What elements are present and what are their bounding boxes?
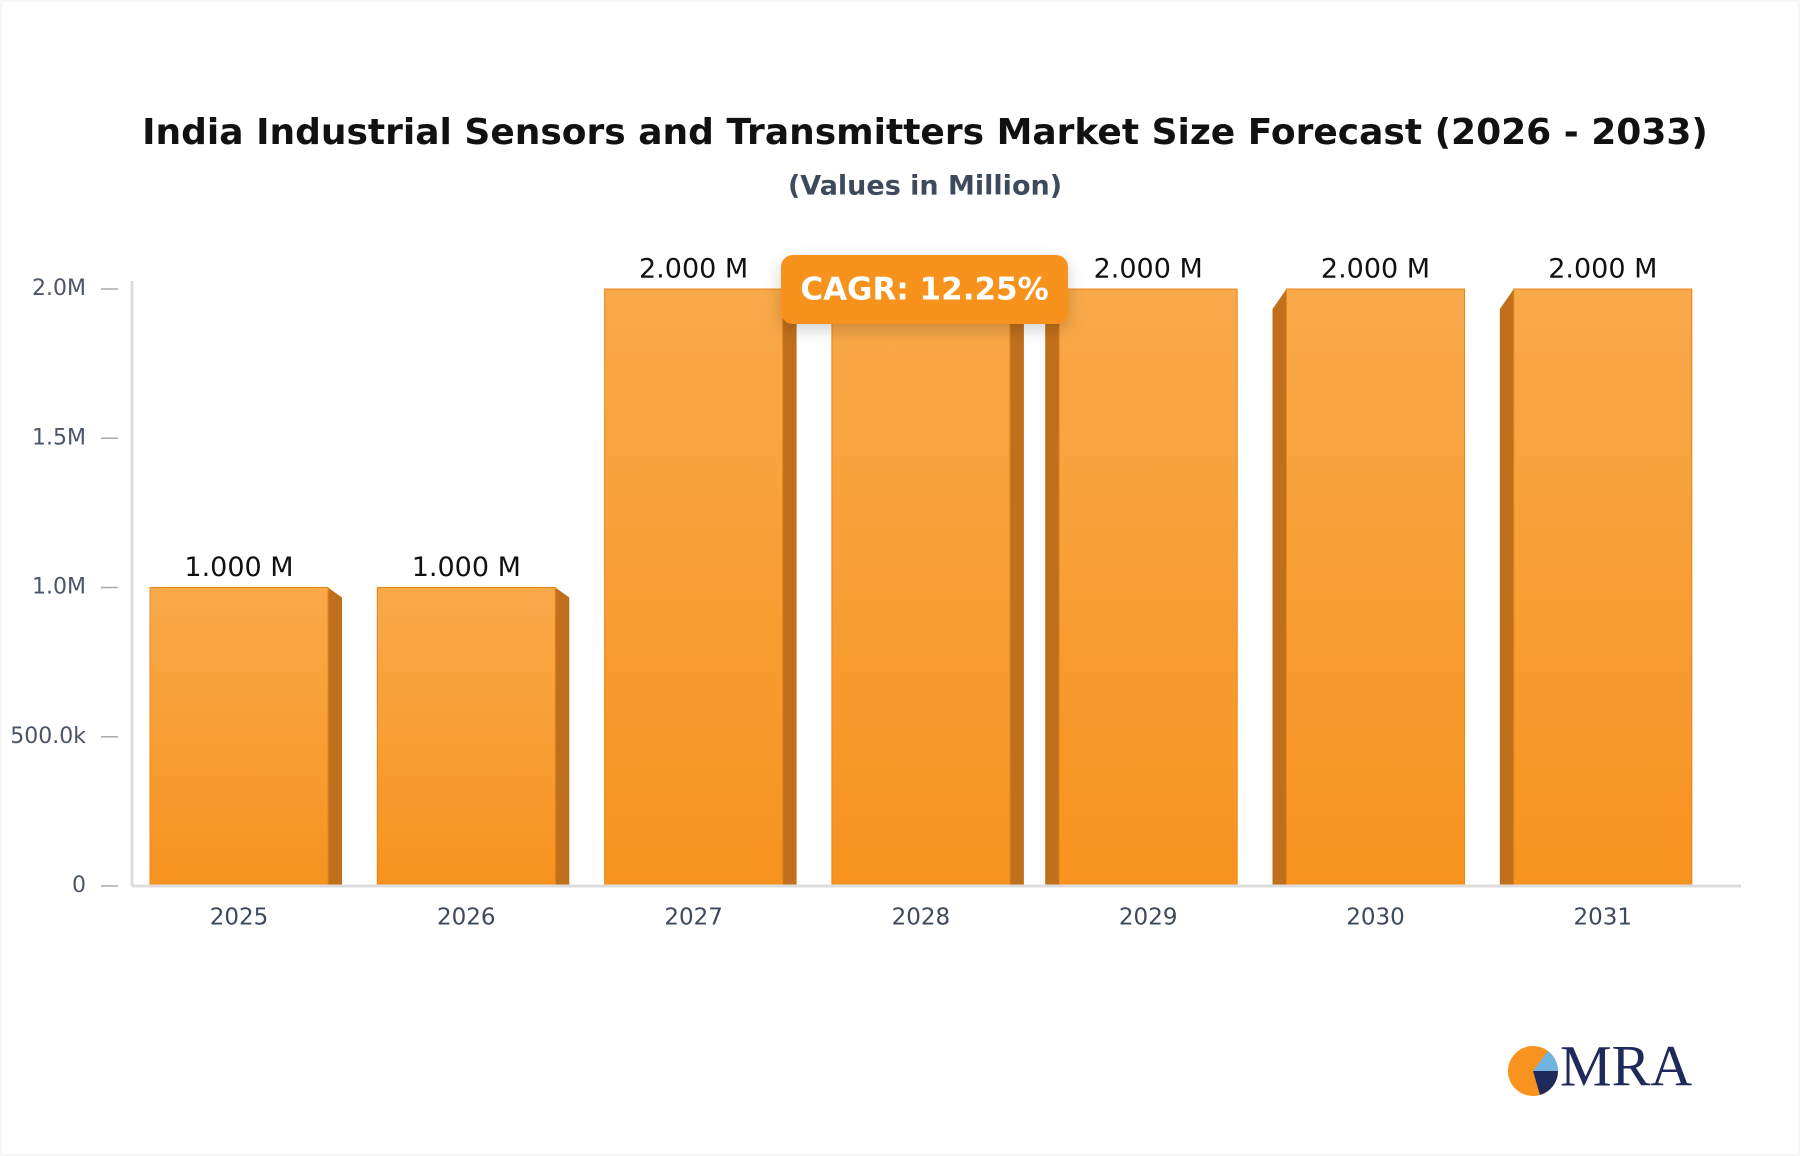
bar-side: [782, 289, 797, 886]
y-tick-label: 1.5M: [32, 425, 86, 450]
y-tick-label: 500.0k: [10, 724, 86, 749]
logo-icon: [1533, 1051, 1558, 1071]
bar-side: [328, 587, 342, 886]
bar: [376, 587, 556, 887]
y-tick-label: 1.0M: [32, 575, 86, 600]
x-tick-label: 2031: [1574, 905, 1633, 931]
chart-subtitle: (Values in Million): [788, 171, 1062, 202]
x-tick-label: 2027: [664, 905, 723, 931]
value-label: 2.000 M: [1321, 254, 1430, 285]
value-label: 1.000 M: [184, 552, 293, 583]
x-tick-label: 2025: [210, 905, 269, 931]
chart-title: India Industrial Sensors and Transmitter…: [142, 112, 1708, 153]
value-label: 1.000 M: [412, 552, 521, 583]
bar: [1286, 288, 1465, 887]
annotation-box: [781, 255, 1068, 324]
y-tick-label: 0: [72, 873, 86, 898]
x-tick-label: 2029: [1119, 905, 1178, 931]
bar-side: [555, 587, 570, 886]
logo-text: MRA: [1560, 1033, 1692, 1098]
bar: [149, 587, 329, 887]
y-tick-label: 2.0M: [32, 276, 86, 301]
x-tick-label: 2028: [892, 905, 951, 931]
logo: MRA: [1508, 1033, 1692, 1098]
bar-side: [1045, 289, 1060, 886]
value-label: 2.000 M: [1094, 254, 1203, 285]
bar-side: [1009, 289, 1024, 886]
bar: [1058, 288, 1238, 887]
bar: [604, 288, 784, 887]
bar-side: [1499, 289, 1514, 886]
x-tick-label: 2026: [437, 905, 496, 931]
bar: [831, 288, 1011, 887]
bar: [1513, 288, 1693, 887]
logo-icon: [1533, 1071, 1558, 1095]
annotation: CAGR: 12.25%: [800, 272, 1048, 308]
bar-side: [1272, 289, 1287, 886]
value-label: 2.000 M: [639, 254, 748, 285]
x-tick-label: 2030: [1346, 905, 1405, 931]
value-label: 2.000 M: [1548, 254, 1657, 285]
